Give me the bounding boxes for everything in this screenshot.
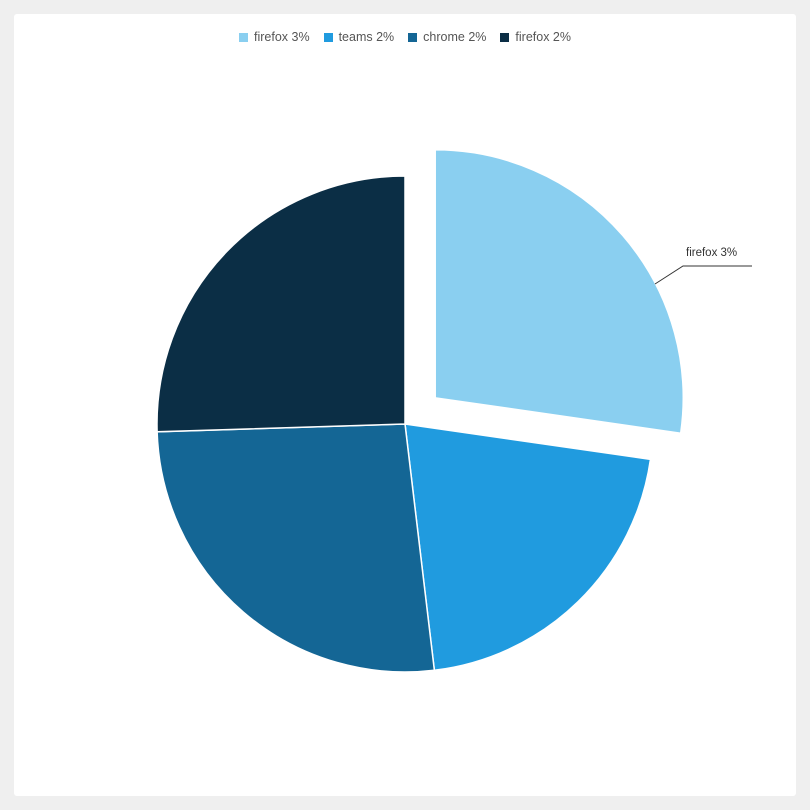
legend-item-label: firefox 2% [515,29,571,44]
pie-slice[interactable] [156,175,406,433]
legend-item[interactable]: chrome 2% [408,31,486,44]
legend-item-label: teams 2% [338,29,395,44]
annotation-label: firefox 3% [686,247,738,259]
chart-legend: firefox 3% teams 2% chrome 2% firefox 2% [0,27,810,47]
legend-swatch-firefox-2-icon [500,32,510,42]
legend-item[interactable]: firefox 2% [500,31,571,44]
legend-item[interactable]: firefox 3% [238,29,310,44]
legend-item-label: chrome 2% [423,29,487,44]
legend-swatch-teams-2-icon [323,32,333,42]
pie-slice[interactable] [404,423,652,672]
pie-slice[interactable] [434,149,684,435]
annotation-leader-line [654,265,752,285]
pie-slices-group [156,149,684,673]
legend-swatch-firefox-3-icon [238,32,248,42]
pie-annotations-group [654,265,752,285]
legend-item-label: firefox 3% [253,29,310,44]
legend-swatch-chrome-2-icon [408,32,418,42]
pie-slice[interactable] [156,423,436,673]
legend-item[interactable]: teams 2% [323,29,395,44]
